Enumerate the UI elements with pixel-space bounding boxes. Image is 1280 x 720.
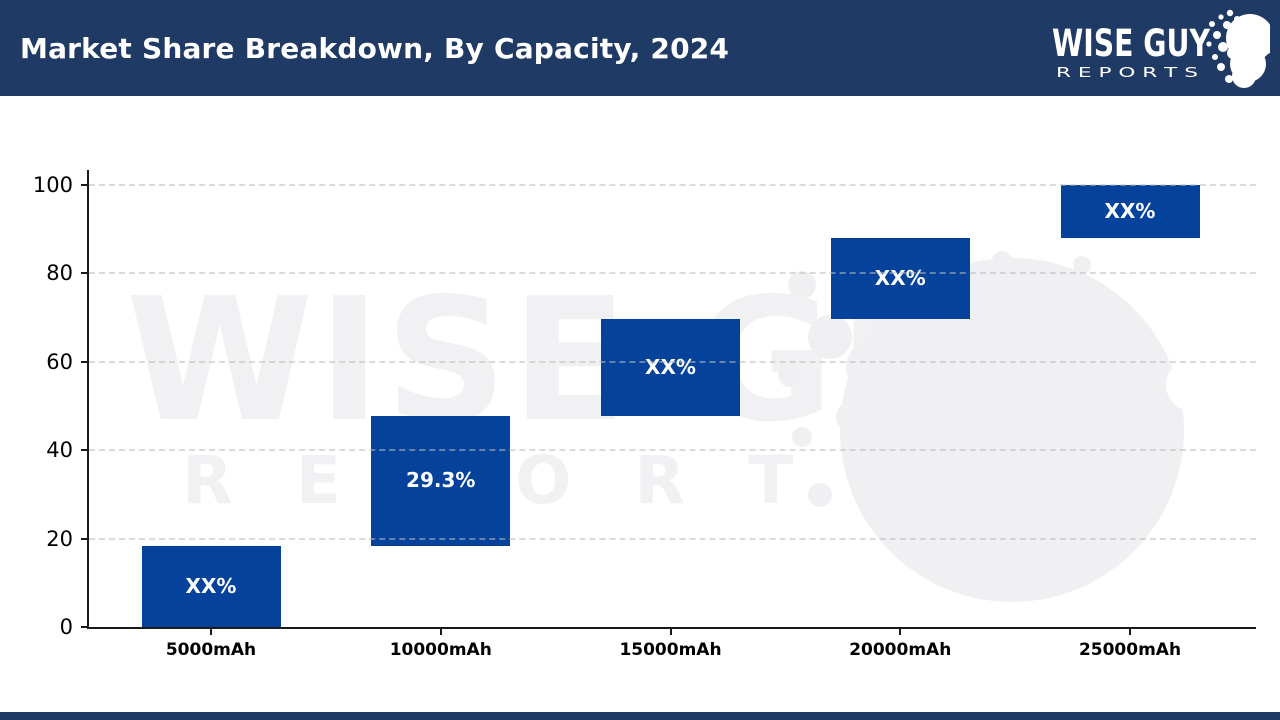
- x-tick-15000mAh: [669, 629, 672, 635]
- gridline-100: [89, 183, 1256, 186]
- x-label-15000mAh: 15000mAh: [619, 640, 722, 660]
- x-tick-25000mAh: [1129, 629, 1131, 635]
- bar-15000mAh: XX%: [601, 318, 740, 416]
- footer-bar: [0, 712, 1280, 720]
- x-tick-10000mAh: [439, 629, 442, 635]
- gridline-60: [89, 360, 1256, 363]
- y-label-60: 60: [46, 349, 73, 374]
- y-tick-100: [81, 183, 89, 186]
- x-tick-5000mAh: [210, 629, 212, 635]
- logo-text-line1: WISE GUY: [1052, 22, 1211, 65]
- gridline-80: [89, 272, 1256, 274]
- bar-20000mAh: XX%: [830, 238, 970, 319]
- y-tick-60: [81, 360, 89, 363]
- watermark-text-line2: R E P O R T S: [182, 442, 924, 519]
- y-tick-40: [81, 449, 89, 451]
- y-tick-20: [81, 537, 89, 540]
- x-label-20000mAh: 20000mAh: [849, 640, 952, 660]
- x-label-25000mAh: 25000mAh: [1078, 640, 1182, 660]
- y-label-0: 0: [59, 615, 73, 639]
- y-tick-80: [81, 272, 89, 274]
- x-label-10000mAh: 10000mAh: [389, 640, 492, 660]
- y-tick-0: [81, 626, 89, 628]
- bar-25000mAh: XX%: [1060, 184, 1200, 239]
- header-bar: Market Share Breakdown, By Capacity, 202…: [0, 0, 1280, 96]
- bar-10000mAh: 29.3%: [371, 415, 511, 546]
- page-title: Market Share Breakdown, By Capacity, 202…: [20, 31, 730, 65]
- logo-text-line2: R E P O R T S: [1056, 66, 1198, 81]
- gridline-20: [89, 537, 1256, 540]
- x-axis-line: [87, 627, 1256, 629]
- x-label-5000mAh: 5000mAh: [165, 640, 257, 660]
- y-label-40: 40: [46, 438, 73, 462]
- wise-guy-logo: WISE GUY R E P O R T S: [1052, 9, 1270, 88]
- y-label-80: 80: [46, 261, 73, 285]
- y-label-100: 100: [32, 172, 73, 197]
- bar-5000mAh: XX%: [141, 545, 281, 627]
- gridline-40: [89, 449, 1256, 451]
- y-label-20: 20: [46, 526, 73, 551]
- x-tick-20000mAh: [899, 629, 902, 635]
- logo-face-icon: [1206, 9, 1270, 88]
- watermark-face: [778, 245, 1210, 602]
- y-axis-line: [87, 170, 89, 629]
